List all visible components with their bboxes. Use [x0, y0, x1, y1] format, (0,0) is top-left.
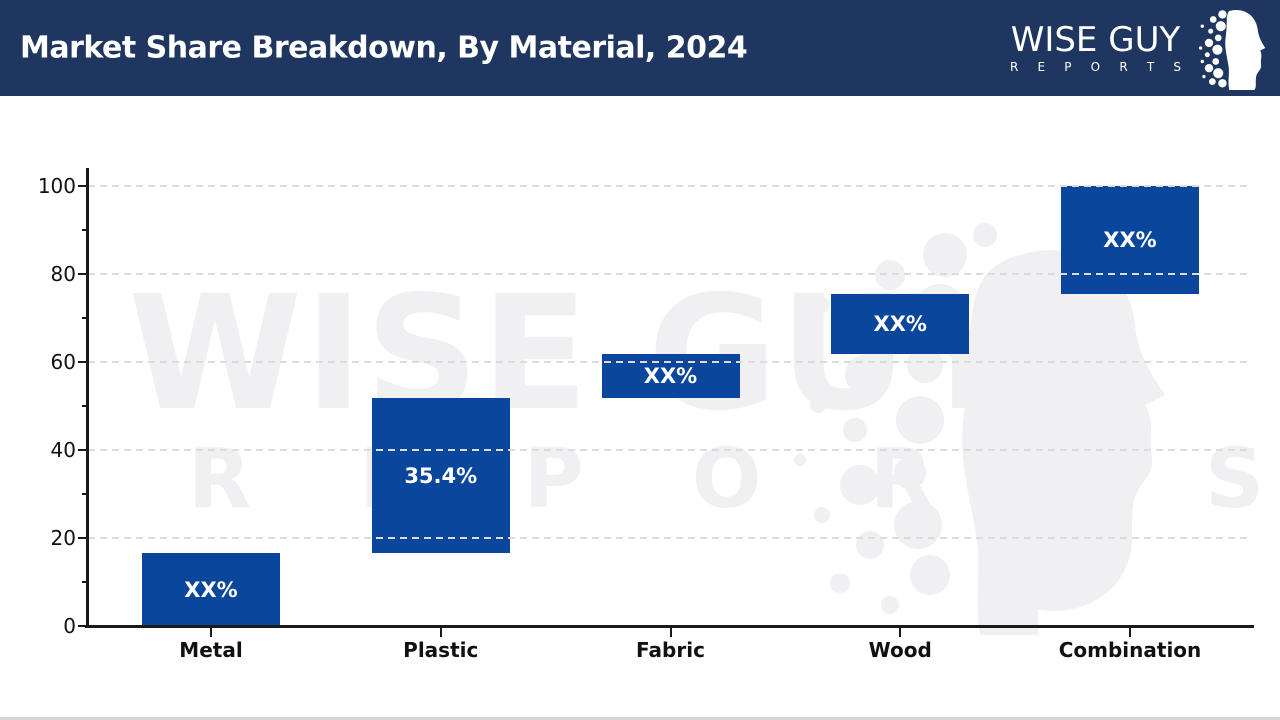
- x-axis-spine: [85, 625, 1254, 628]
- bar-label-wood: XX%: [873, 311, 927, 336]
- header-band: Market Share Breakdown, By Material, 202…: [0, 0, 1280, 96]
- bar-combination: [1061, 186, 1199, 294]
- y-tick-label-20: 20: [50, 526, 76, 550]
- page-title: Market Share Breakdown, By Material, 202…: [20, 30, 748, 66]
- y-minor-tick-90: [82, 229, 87, 231]
- bar-label-fabric: XX%: [643, 363, 698, 388]
- y-tick-mark-40: [78, 449, 87, 451]
- y-tick-mark-20: [78, 537, 87, 539]
- x-tick-mark-wood: [899, 628, 902, 637]
- y-minor-tick-70: [82, 317, 87, 319]
- x-category-label-combination: Combination: [1058, 638, 1202, 662]
- bar-wood: [831, 293, 970, 354]
- x-tick-mark-combination: [1129, 628, 1131, 637]
- y-minor-tick-30: [82, 493, 87, 495]
- x-tick-mark-plastic: [439, 628, 442, 637]
- y-tick-label-60: 60: [50, 350, 76, 374]
- y-minor-tick-10: [82, 581, 87, 583]
- x-category-label-metal: Metal: [179, 638, 243, 662]
- y-tick-mark-60: [78, 361, 87, 363]
- y-axis-spine: [86, 168, 89, 627]
- bar-label-combination: XX%: [1103, 227, 1157, 252]
- x-tick-mark-metal: [210, 628, 212, 637]
- y-tick-label-80: 80: [50, 262, 76, 286]
- y-tick-mark-80: [78, 273, 87, 275]
- gridline-40: [88, 449, 1252, 451]
- bar-plastic: [371, 397, 510, 554]
- x-category-label-fabric: Fabric: [636, 638, 705, 662]
- y-tick-mark-100: [78, 185, 87, 187]
- brand-text: WISE GUY R E P O R T S: [1001, 19, 1190, 75]
- brand-face-icon: [1198, 10, 1266, 90]
- x-category-label-plastic: Plastic: [403, 638, 479, 662]
- bar-fabric: [601, 353, 740, 398]
- brand-logo: WISE GUY R E P O R T S: [1001, 6, 1268, 90]
- y-tick-label-40: 40: [50, 438, 76, 462]
- gridline-80: [88, 273, 1252, 275]
- brand-subtitle: R E P O R T S: [1009, 60, 1190, 75]
- brand-name: WISE GUY: [1010, 19, 1181, 60]
- x-category-label-wood: Wood: [868, 638, 932, 662]
- y-tick-label-0: 0: [63, 614, 76, 638]
- x-tick-mark-fabric: [669, 628, 672, 637]
- y-tick-mark-0: [78, 625, 87, 627]
- gridline-20: [88, 537, 1252, 539]
- bottom-border: [0, 717, 1280, 720]
- gridline-100: [88, 185, 1252, 187]
- gridline-60: [88, 361, 1252, 363]
- bar-label-metal: XX%: [184, 577, 238, 602]
- y-tick-label-100: 100: [37, 174, 76, 198]
- y-minor-tick-50: [82, 405, 87, 407]
- watermark-text-line1: WISE GUY: [128, 262, 1027, 446]
- bar-label-plastic: 35.4%: [404, 463, 478, 488]
- bar-metal: [142, 553, 280, 626]
